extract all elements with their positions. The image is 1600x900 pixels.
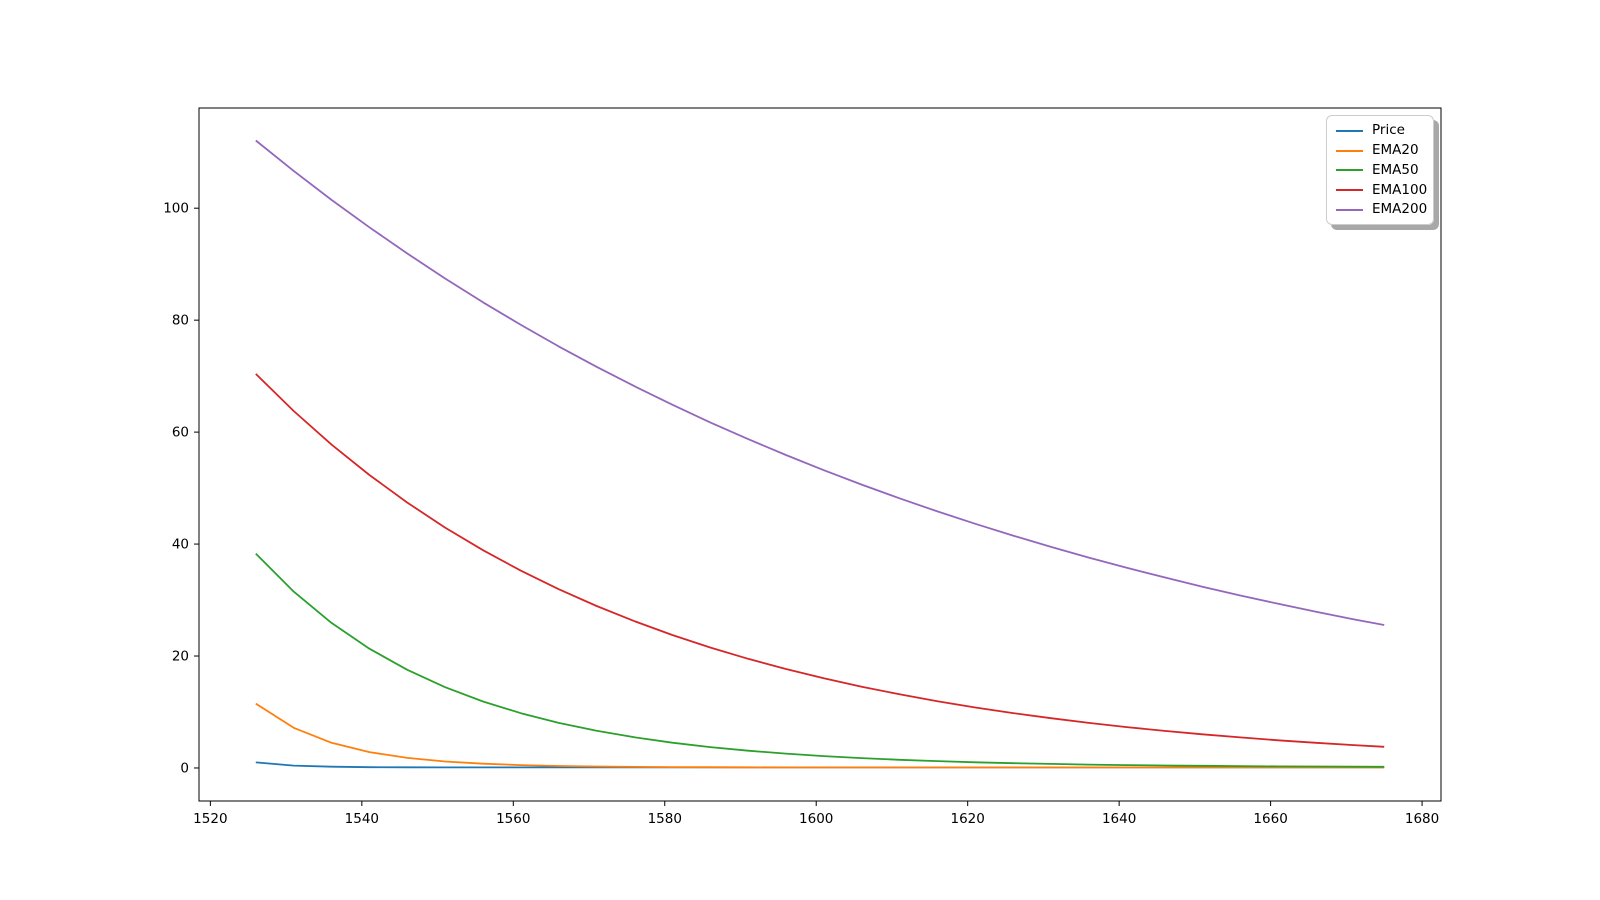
legend-label: EMA100 (1372, 181, 1428, 198)
legend-item-ema50: EMA50 (1336, 161, 1425, 181)
legend-line-swatch-icon (1336, 189, 1363, 192)
legend: Price EMA20 EMA50 EMA100 EMA200 (1326, 115, 1434, 225)
y-axis-tick-label: 40 (172, 537, 189, 553)
legend-item-price: Price (1336, 121, 1425, 141)
series-line-ema200 (255, 139, 1385, 626)
x-axis-tick-label: 1580 (648, 811, 682, 827)
y-axis-tick-label: 100 (163, 201, 189, 217)
legend-label: EMA200 (1372, 201, 1428, 218)
x-axis-tick-label: 1600 (799, 811, 833, 827)
legend-line-swatch-icon (1336, 149, 1363, 152)
legend-line-swatch-icon (1336, 129, 1363, 132)
legend-item-ema100: EMA100 (1336, 180, 1428, 200)
y-axis-tick-label: 60 (172, 425, 189, 441)
axes-spines (198, 107, 1442, 802)
x-axis-tick-label: 1660 (1253, 811, 1287, 827)
x-axis-tick-label: 1560 (496, 811, 530, 827)
series-line-ema20 (255, 702, 1385, 769)
legend-label: EMA50 (1372, 161, 1419, 178)
y-axis-tick-label: 20 (172, 649, 189, 665)
legend-line-swatch-icon (1336, 209, 1363, 212)
legend-label: EMA20 (1372, 141, 1419, 158)
legend-item-ema20: EMA20 (1336, 141, 1425, 161)
y-axis-tick-label: 80 (172, 313, 189, 329)
x-axis-tick-label: 1520 (193, 811, 227, 827)
x-axis-tick-label: 1540 (345, 811, 379, 827)
x-axis-tick-label: 1620 (950, 811, 984, 827)
x-axis-tick-label: 1680 (1405, 811, 1439, 827)
legend-label: Price (1372, 122, 1405, 139)
series-line-ema100 (255, 373, 1385, 748)
legend-item-ema200: EMA200 (1336, 200, 1428, 220)
x-axis-tick-label: 1640 (1102, 811, 1136, 827)
series-line-ema50 (255, 552, 1385, 768)
y-axis-tick-label: 0 (180, 760, 189, 776)
legend-line-swatch-icon (1336, 169, 1363, 172)
